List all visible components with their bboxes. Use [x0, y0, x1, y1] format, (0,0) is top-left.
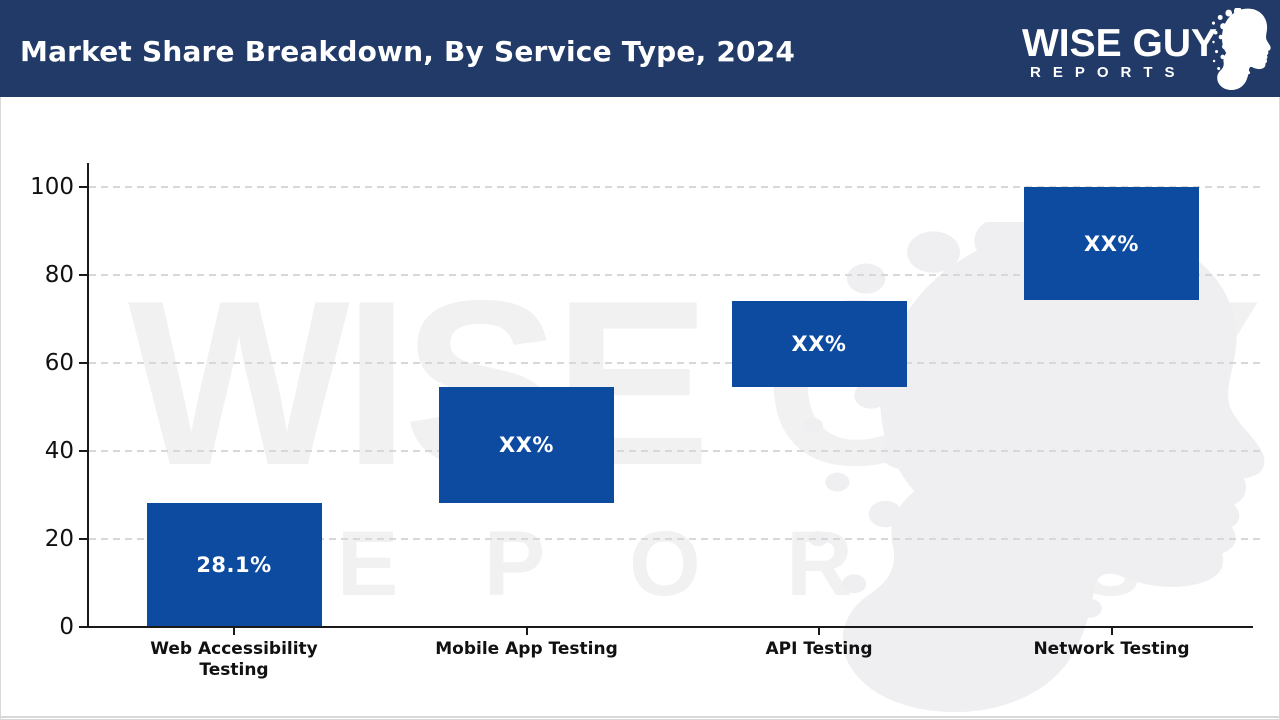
y-axis-line [87, 163, 89, 628]
y-tick-mark-80 [79, 274, 87, 277]
y-tick-mark-20 [79, 537, 87, 540]
y-tick-mark-60 [79, 361, 87, 364]
logo-text: WISE GUY REPORTS [1022, 6, 1222, 92]
bottom-border-line [0, 716, 1280, 718]
x-axis-line [87, 626, 1253, 628]
x-tick-mark-api-testing [818, 628, 820, 635]
y-tick-label-80: 80 [44, 262, 74, 289]
bar-api-testing: XX% [731, 300, 907, 388]
bar-web-accessibility-testing: 28.1% [146, 503, 322, 627]
bar-value-label-web-accessibility-testing: 28.1% [196, 552, 272, 577]
bar-network-testing: XX% [1024, 187, 1199, 301]
bar-value-label-api-testing: XX% [791, 331, 847, 356]
gridline-60 [89, 361, 1260, 364]
x-tick-mark-web-accessibility-testing [233, 628, 235, 635]
x-tick-label-mobile-app-testing: Mobile App Testing [435, 639, 618, 659]
y-tick-label-20: 20 [44, 525, 74, 552]
y-tick-label-60: 60 [44, 349, 74, 376]
bar-value-label-network-testing: XX% [1084, 231, 1139, 256]
y-tick-mark-100 [79, 186, 87, 189]
x-tick-mark-network-testing [1110, 628, 1113, 635]
x-tick-label-api-testing: API Testing [765, 639, 873, 659]
gridline-80 [89, 274, 1260, 277]
logo-subtext: REPORTS [1030, 64, 1187, 81]
gridline-40 [89, 449, 1260, 452]
bar-value-label-mobile-app-testing: XX% [499, 433, 554, 458]
x-tick-label-network-testing: Network Testing [1033, 639, 1190, 659]
y-tick-label-0: 0 [59, 613, 74, 640]
wise-guy-logo: WISE GUY REPORTS [1022, 6, 1272, 92]
y-tick-mark-0 [79, 625, 87, 628]
gridline-20 [89, 537, 1260, 540]
page-title: Market Share Breakdown, By Service Type,… [20, 35, 796, 68]
logo-wordmark: WISE GUY [1022, 22, 1218, 65]
header-bar: Market Share Breakdown, By Service Type,… [0, 0, 1280, 97]
x-tick-label-web-accessibility-testing: Web Accessibility Testing [150, 639, 318, 680]
y-tick-label-100: 100 [30, 174, 74, 201]
y-tick-label-40: 40 [44, 437, 74, 464]
bar-mobile-app-testing: XX% [439, 387, 614, 504]
gridline-100 [89, 186, 1260, 189]
x-tick-mark-mobile-app-testing [525, 628, 528, 635]
y-tick-mark-40 [79, 449, 87, 452]
